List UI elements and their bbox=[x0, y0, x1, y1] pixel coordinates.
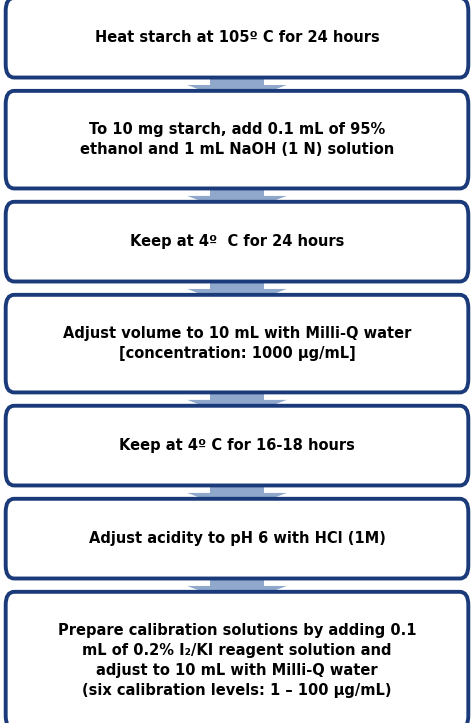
Polygon shape bbox=[210, 66, 264, 85]
Polygon shape bbox=[187, 289, 287, 308]
FancyBboxPatch shape bbox=[6, 406, 468, 485]
Polygon shape bbox=[210, 381, 264, 400]
FancyBboxPatch shape bbox=[6, 0, 468, 77]
FancyBboxPatch shape bbox=[6, 91, 468, 189]
Text: Keep at 4º C for 16-18 hours: Keep at 4º C for 16-18 hours bbox=[119, 438, 355, 453]
Polygon shape bbox=[187, 196, 287, 215]
FancyBboxPatch shape bbox=[6, 592, 468, 723]
Polygon shape bbox=[187, 493, 287, 512]
Text: Prepare calibration solutions by adding 0.1
mL of 0.2% I₂/KI reagent solution an: Prepare calibration solutions by adding … bbox=[58, 623, 416, 698]
Polygon shape bbox=[210, 474, 264, 493]
Polygon shape bbox=[187, 586, 287, 605]
Text: Adjust acidity to pH 6 with HCl (1M): Adjust acidity to pH 6 with HCl (1M) bbox=[89, 531, 385, 546]
Polygon shape bbox=[210, 177, 264, 196]
Text: Keep at 4º  C for 24 hours: Keep at 4º C for 24 hours bbox=[130, 234, 344, 249]
FancyBboxPatch shape bbox=[6, 499, 468, 578]
Text: Adjust volume to 10 mL with Milli-Q water
[concentration: 1000 μg/mL]: Adjust volume to 10 mL with Milli-Q wate… bbox=[63, 326, 411, 361]
Polygon shape bbox=[187, 400, 287, 419]
Polygon shape bbox=[210, 567, 264, 586]
Text: To 10 mg starch, add 0.1 mL of 95%
ethanol and 1 mL NaOH (1 N) solution: To 10 mg starch, add 0.1 mL of 95% ethan… bbox=[80, 122, 394, 157]
Polygon shape bbox=[210, 270, 264, 289]
FancyBboxPatch shape bbox=[6, 202, 468, 281]
Polygon shape bbox=[187, 85, 287, 104]
Text: Heat starch at 105º C for 24 hours: Heat starch at 105º C for 24 hours bbox=[95, 30, 379, 45]
FancyBboxPatch shape bbox=[6, 295, 468, 393]
